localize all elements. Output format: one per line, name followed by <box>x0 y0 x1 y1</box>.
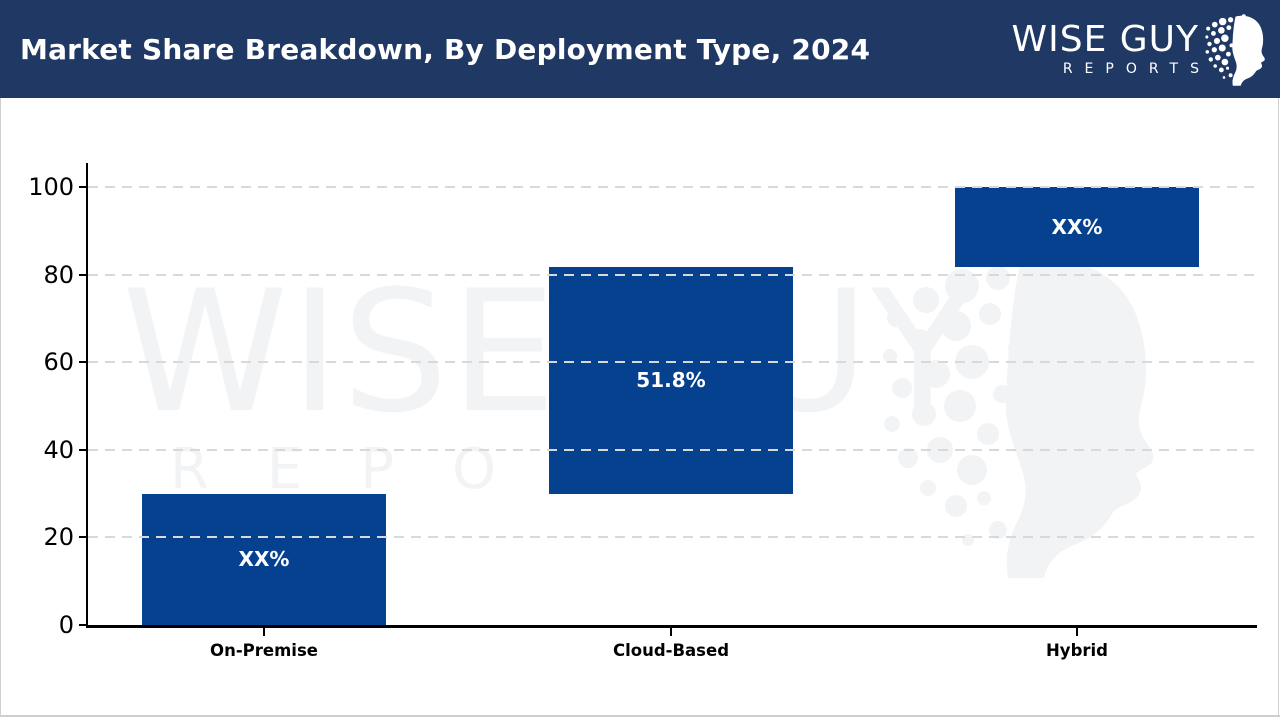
brand-tagline: REPORTS <box>1062 60 1211 77</box>
ytick-label-80: 80 <box>43 260 74 289</box>
gridline-100 <box>88 186 1257 188</box>
gridline-20 <box>88 536 1257 539</box>
ytick-label-20: 20 <box>43 523 74 552</box>
xtick-mark-Cloud-Based <box>670 628 672 636</box>
xtick-label-On-Premise: On-Premise <box>210 641 318 660</box>
bar-Hybrid: XX% <box>955 187 1199 267</box>
bar-value-label: 51.8% <box>636 368 706 393</box>
gridline-60 <box>88 361 1257 364</box>
watermark-head-icon <box>883 253 1154 578</box>
ytick-mark-40 <box>79 448 87 451</box>
y-axis-spine <box>86 163 88 628</box>
ytick-mark-0 <box>79 624 87 626</box>
card-border-left <box>0 98 1 717</box>
brand-head-icon <box>1205 13 1265 86</box>
brand-wordmark: WISE GUY <box>1011 19 1199 61</box>
gridline-80 <box>88 273 1257 276</box>
xtick-mark-Hybrid <box>1076 628 1078 636</box>
ytick-mark-60 <box>79 361 87 364</box>
xtick-label-Cloud-Based: Cloud-Based <box>612 641 730 660</box>
ytick-label-60: 60 <box>43 348 74 377</box>
bar-value-label: XX% <box>238 547 290 572</box>
ytick-mark-100 <box>79 186 87 188</box>
card-border-right <box>1278 98 1279 717</box>
ytick-label-100: 100 <box>28 173 74 201</box>
watermark-wordmark: WISE GUY <box>122 254 976 450</box>
bar-Cloud-Based: 51.8% <box>549 266 793 494</box>
bar-On-Premise: XX% <box>142 493 386 625</box>
x-axis-spine <box>86 625 1257 628</box>
brand-logo-text: WISE GUY REPORTS <box>1012 21 1200 77</box>
ytick-mark-20 <box>79 536 87 539</box>
card-border-bottom <box>0 715 1280 717</box>
ytick-label-0: 0 <box>58 611 74 639</box>
xtick-label-Hybrid: Hybrid <box>1046 641 1108 660</box>
brand-logo: WISE GUY REPORTS <box>1012 8 1269 90</box>
chart-title: Market Share Breakdown, By Deployment Ty… <box>20 32 871 66</box>
bar-value-label: XX% <box>1051 214 1103 239</box>
ytick-mark-80 <box>79 273 87 276</box>
xtick-mark-On-Premise <box>263 628 265 636</box>
gridline-40 <box>88 448 1257 451</box>
header-banner: Market Share Breakdown, By Deployment Ty… <box>0 0 1280 98</box>
ytick-label-40: 40 <box>43 435 74 464</box>
